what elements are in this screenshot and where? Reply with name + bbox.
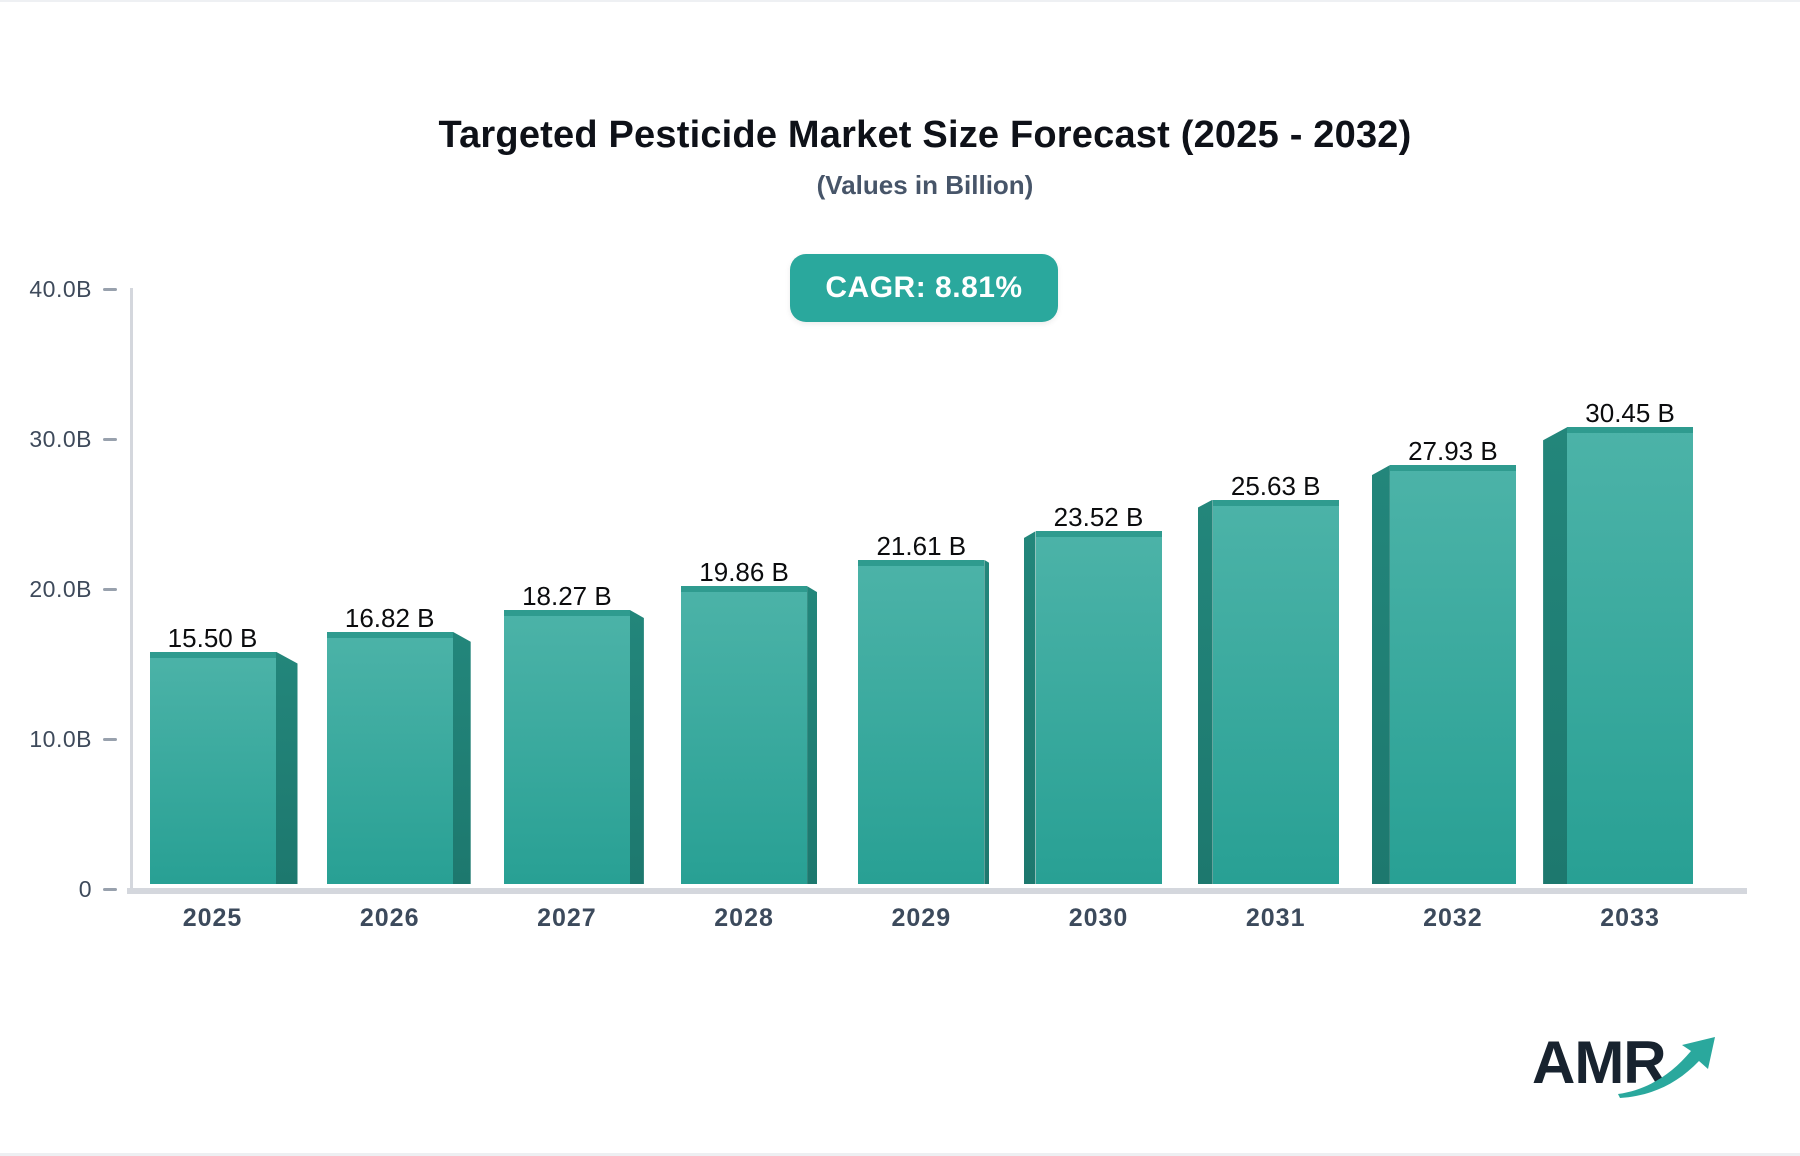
bar-side-face bbox=[275, 651, 298, 884]
bar-side-face bbox=[807, 586, 818, 884]
chart-subtitle: (Values in Billion) bbox=[816, 170, 1034, 200]
y-axis-tick-mark bbox=[103, 438, 117, 441]
bar-front-face bbox=[326, 631, 453, 884]
x-axis-label-2027: 2027 bbox=[537, 904, 597, 932]
growth-arrow-icon bbox=[1618, 1036, 1718, 1100]
value-label-2031: 25.63 B bbox=[1230, 470, 1321, 501]
bar-top-cap bbox=[149, 651, 276, 658]
bar-front-face bbox=[1567, 427, 1694, 884]
y-axis-tick-mark bbox=[103, 288, 117, 291]
bar-top-cap bbox=[1389, 465, 1516, 472]
x-axis-line bbox=[127, 888, 1747, 894]
bar-top-cap bbox=[503, 609, 630, 616]
bar-front-face bbox=[681, 586, 808, 884]
value-label-2029: 21.61 B bbox=[876, 530, 967, 561]
value-label-2026: 16.82 B bbox=[344, 602, 435, 633]
y-axis-tick-label: 40.0B bbox=[29, 276, 92, 302]
bar-side-face bbox=[452, 631, 471, 884]
bar-2032 bbox=[1371, 465, 1516, 884]
x-axis-label-2026: 2026 bbox=[359, 904, 420, 932]
bar-side-face bbox=[1543, 427, 1568, 884]
bar-top-cap bbox=[1567, 427, 1694, 434]
value-label-2033: 30.45 B bbox=[1585, 398, 1675, 429]
x-axis-label-2031: 2031 bbox=[1245, 904, 1306, 932]
x-axis-label-2033: 2033 bbox=[1600, 904, 1660, 932]
bar-2027 bbox=[503, 609, 644, 884]
chart-title: Targeted Pesticide Market Size Forecast … bbox=[438, 114, 1412, 156]
bar-top-cap bbox=[326, 631, 453, 638]
bar-top-cap bbox=[681, 586, 808, 593]
value-label-2025: 15.50 B bbox=[167, 622, 258, 653]
x-axis-label-2030: 2030 bbox=[1068, 904, 1129, 932]
value-label-2028: 19.86 B bbox=[699, 557, 789, 588]
bar-side-face bbox=[1371, 465, 1390, 884]
bar-front-face bbox=[1035, 531, 1162, 884]
y-axis-tick-label: 10.0B bbox=[29, 726, 92, 752]
bar-2025 bbox=[149, 651, 298, 884]
bar-2026 bbox=[326, 631, 471, 884]
y-axis-tick-label: 30.0B bbox=[29, 426, 92, 452]
bar-side-face bbox=[1197, 499, 1213, 884]
x-axis-label-2028: 2028 bbox=[714, 904, 774, 932]
bar-2031 bbox=[1197, 499, 1339, 884]
bar-top-cap bbox=[858, 559, 985, 566]
y-axis-line bbox=[130, 288, 133, 890]
bar-side-face bbox=[629, 609, 644, 884]
y-axis-tick-mark bbox=[103, 738, 117, 741]
x-axis-label-2032: 2032 bbox=[1423, 904, 1483, 932]
bar-side-face bbox=[1023, 531, 1036, 884]
y-axis-tick-mark bbox=[103, 588, 117, 591]
bar-front-face bbox=[858, 559, 985, 884]
bar-top-cap bbox=[1212, 499, 1339, 506]
cagr-badge: CAGR: 8.81% bbox=[790, 254, 1058, 322]
bar-side-face bbox=[984, 559, 990, 884]
bar-2033 bbox=[1543, 427, 1694, 884]
cagr-badge-label: CAGR: 8.81% bbox=[825, 271, 1023, 304]
value-label-2032: 27.93 B bbox=[1408, 436, 1498, 467]
y-axis-tick-mark bbox=[103, 888, 117, 891]
amr-logo: AMR bbox=[1532, 1028, 1732, 1118]
bar-front-face bbox=[149, 651, 276, 884]
bar-2030 bbox=[1023, 531, 1162, 884]
value-label-2030: 23.52 B bbox=[1053, 502, 1144, 533]
amr-logo-text: AMR bbox=[1532, 1029, 1667, 1096]
bar-2028 bbox=[681, 586, 818, 884]
bar-front-face bbox=[503, 609, 630, 884]
bar-front-face bbox=[1212, 499, 1339, 884]
x-axis-label-2029: 2029 bbox=[891, 904, 952, 932]
bar-2029 bbox=[858, 559, 990, 884]
value-label-2027: 18.27 B bbox=[522, 580, 612, 611]
y-axis-tick-label: 0 bbox=[78, 876, 92, 902]
bar-top-cap bbox=[1035, 531, 1162, 538]
bar-front-face bbox=[1389, 465, 1516, 884]
x-axis-label-2025: 2025 bbox=[182, 904, 243, 932]
y-axis-tick-label: 20.0B bbox=[29, 576, 92, 602]
